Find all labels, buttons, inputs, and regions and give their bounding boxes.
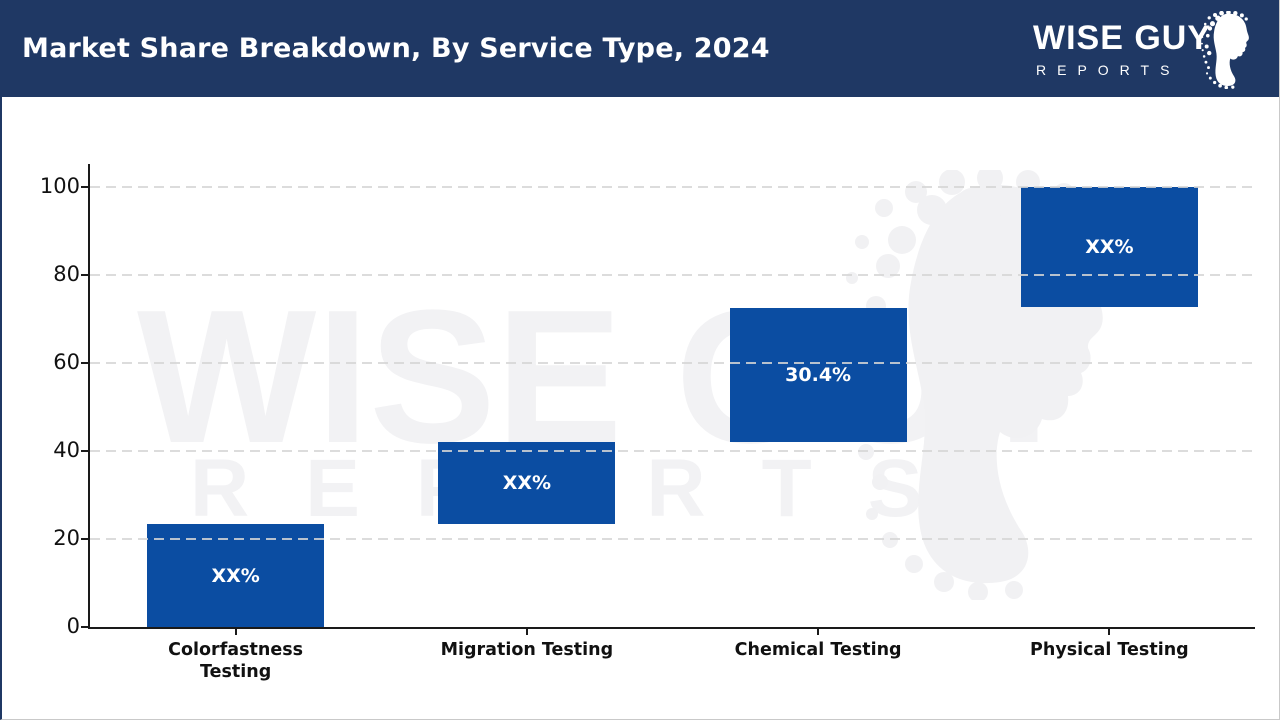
gridline <box>90 538 1255 540</box>
x-axis-line <box>88 627 1255 629</box>
y-axis-tick-mark <box>81 626 89 628</box>
y-axis-tick-mark <box>81 274 89 276</box>
y-axis-tick-mark <box>81 186 89 188</box>
y-axis-tick-label: 80 <box>53 262 80 286</box>
x-axis-category-label: Physical Testing <box>1030 640 1189 660</box>
y-axis-tick-label: 60 <box>53 350 80 374</box>
y-axis-tick-label: 100 <box>39 174 80 198</box>
y-axis-tick-mark <box>81 362 89 364</box>
y-axis-tick-label: 20 <box>53 526 80 550</box>
bar-2: XX% <box>438 441 616 525</box>
y-axis-tick-mark <box>81 538 89 540</box>
x-axis-category-label: Chemical Testing <box>734 640 902 660</box>
bar-4: XX% <box>1020 187 1198 308</box>
bar-value-label: XX% <box>1085 236 1134 259</box>
chart-title: Market Share Breakdown, By Service Type,… <box>22 33 770 64</box>
x-axis-tick-mark <box>525 627 528 635</box>
y-axis-tick-label: 40 <box>53 438 80 462</box>
x-axis-tick-mark <box>817 627 820 635</box>
bar-1: XX% <box>147 524 325 627</box>
bar-value-label: XX% <box>211 564 260 587</box>
logo-brand-text: WISE GUY <box>1033 19 1211 57</box>
gridline <box>90 362 1255 364</box>
logo-reports-text: REPORTS <box>1036 62 1180 78</box>
y-axis-tick-label: 0 <box>66 614 80 638</box>
x-axis-tick-mark <box>234 627 237 635</box>
x-axis-category-label: Migration Testing <box>440 640 614 660</box>
y-axis-line <box>88 164 90 629</box>
x-axis-tick-mark <box>1108 627 1111 635</box>
bar-3: 30.4% <box>729 308 907 442</box>
gridline <box>90 186 1255 188</box>
header-band: Market Share Breakdown, By Service Type,… <box>2 0 1279 97</box>
y-axis-tick-mark <box>81 450 89 452</box>
x-axis-category-label: Colorfastness Testing <box>168 640 304 682</box>
bar-value-label: XX% <box>502 471 552 494</box>
gridline <box>90 274 1255 276</box>
bar-value-label: 30.4% <box>785 363 852 386</box>
wiseguy-reports-logo: WISE GUY REPORTS <box>1033 10 1249 89</box>
gridline <box>90 450 1255 452</box>
